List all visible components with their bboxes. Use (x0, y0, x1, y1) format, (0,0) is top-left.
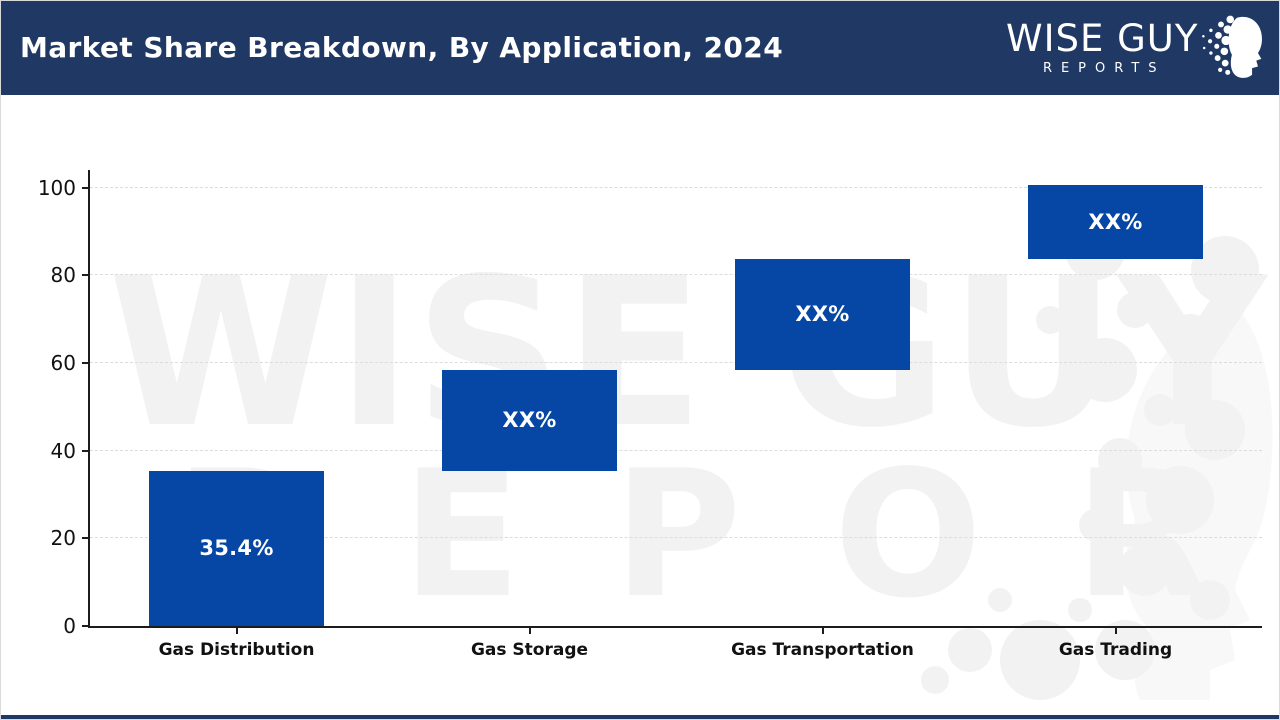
gridline-y80 (90, 274, 1262, 276)
y-tick-mark (82, 537, 90, 540)
y-tick-mark (82, 186, 90, 189)
y-tick-mark (82, 361, 90, 364)
wise-guy-logo: WISE GUY REPORTS (1006, 6, 1266, 90)
bar-value-label: XX% (795, 302, 850, 327)
gridline-y40 (90, 449, 1262, 451)
bar-gas-transportation: XX% (734, 258, 911, 370)
page-title: Market Share Breakdown, By Application, … (20, 31, 784, 64)
x-tick-mark (821, 626, 824, 634)
y-tick-mark (82, 274, 90, 277)
gridline-y20 (90, 537, 1262, 539)
x-category-label: Gas Storage (470, 640, 589, 660)
logo-subtitle: REPORTS (1042, 60, 1166, 76)
bar-gas-trading: XX% (1027, 185, 1204, 259)
bar-value-label: 35.4% (199, 536, 274, 561)
x-tick-mark (1114, 626, 1117, 634)
x-category-label: Gas Trading (1058, 640, 1173, 660)
footer-bar (0, 715, 1280, 720)
plot-region: 0 20 40 60 80 100 35.4% Gas Distribution XX% Gas … (38, 170, 1262, 660)
bar-gas-storage: XX% (441, 369, 618, 471)
logo-text: WISE GUY REPORTS (1006, 17, 1199, 76)
logo-face-icon (1202, 15, 1263, 78)
y-tick-label: 60 (50, 350, 76, 375)
x-tick-mark (235, 626, 238, 634)
y-tick-mark (82, 625, 90, 627)
y-tick-label: 80 (50, 263, 76, 288)
chart-area: 0 20 40 60 80 100 35.4% Gas Distribution XX% Gas … (0, 95, 1280, 720)
bar-value-label: XX% (502, 408, 557, 433)
y-tick-label: 100 (37, 175, 76, 200)
gridline-y100 (90, 186, 1262, 188)
y-tick-label: 0 (63, 614, 76, 638)
y-tick-label: 20 (50, 526, 76, 551)
bar-value-label: XX% (1088, 209, 1143, 234)
x-category-label: Gas Distribution (158, 640, 315, 660)
gridline-y60 (90, 361, 1262, 363)
bar-gas-distribution: 35.4% (148, 470, 325, 626)
x-category-label: Gas Transportation (731, 640, 914, 660)
logo-wordmark: WISE GUY (1006, 17, 1199, 61)
y-tick-label: 40 (50, 438, 76, 463)
x-tick-mark (528, 626, 531, 634)
header-banner: Market Share Breakdown, By Application, … (0, 0, 1280, 95)
y-tick-mark (82, 449, 90, 452)
